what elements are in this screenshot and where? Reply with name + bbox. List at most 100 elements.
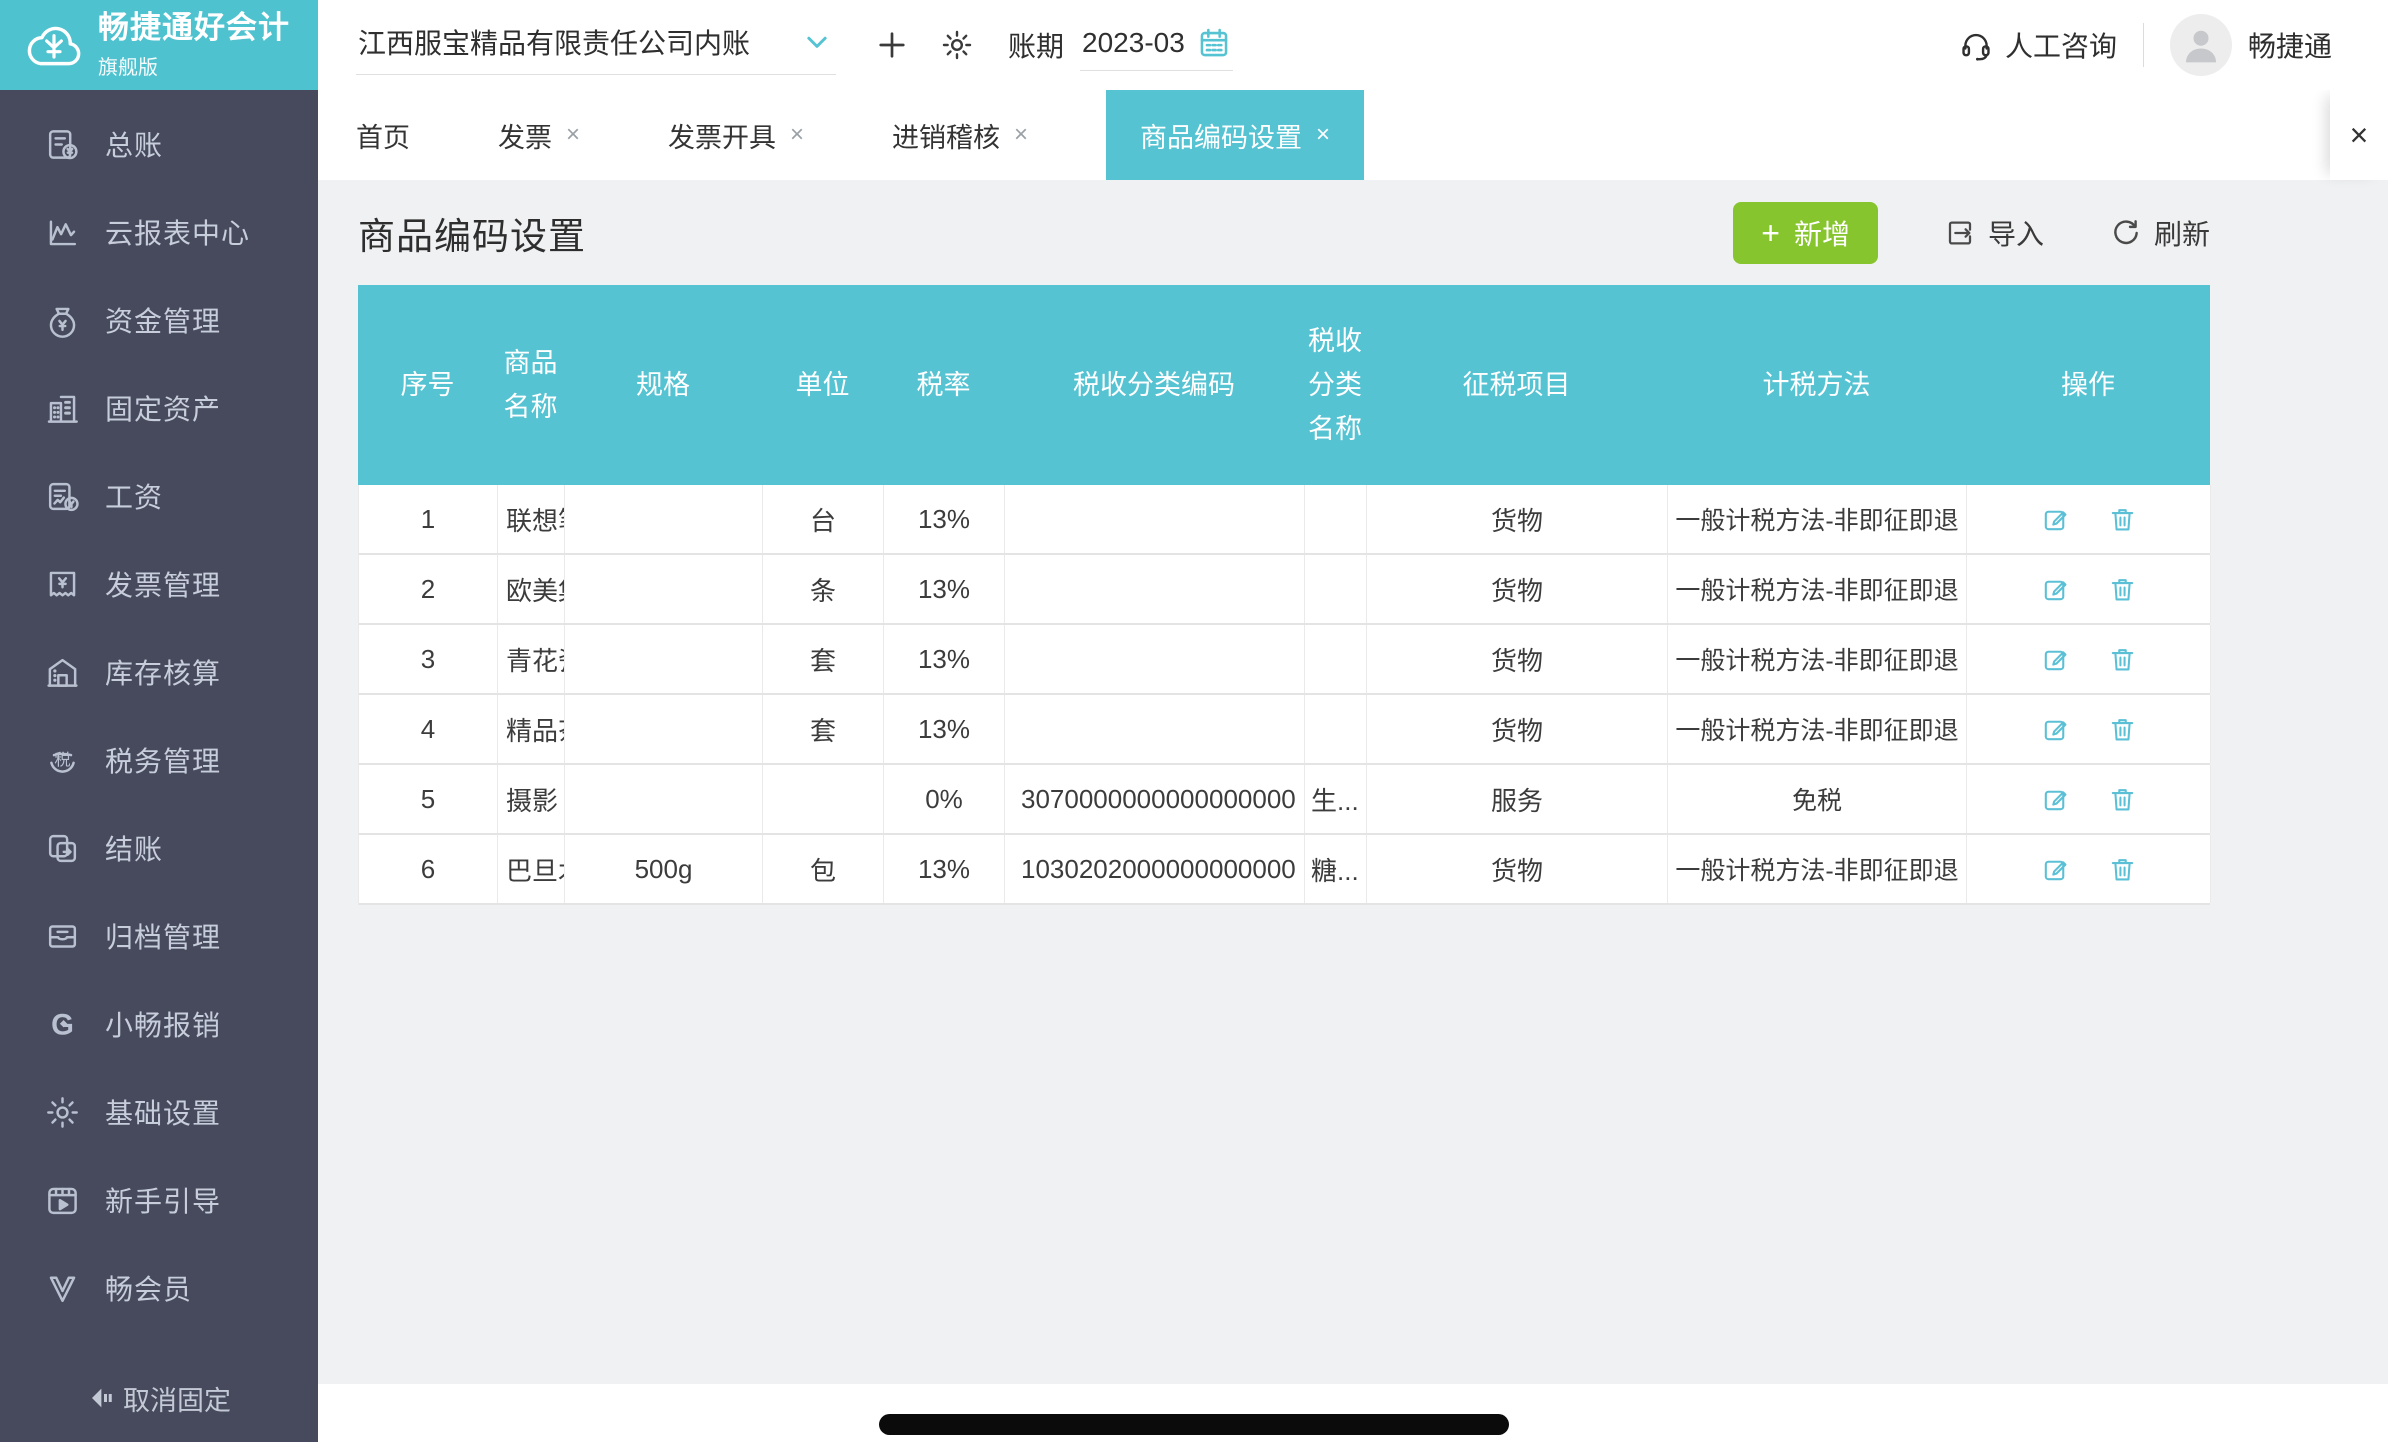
edit-icon[interactable] (2040, 574, 2071, 605)
cell-code (1005, 695, 1305, 763)
close-icon: × (2349, 116, 2369, 153)
cell-operations (1967, 765, 2211, 833)
sidebar-item-tax-management[interactable]: 税 税务管理 (0, 716, 318, 804)
archive-icon (44, 918, 81, 955)
company-selector[interactable]: 江西服宝精品有限责任公司内账 (356, 16, 837, 75)
edit-icon[interactable] (2040, 644, 2071, 675)
user-name[interactable]: 畅捷通 (2247, 31, 2332, 62)
add-account-set-button[interactable] (874, 27, 910, 63)
settings-gear-icon[interactable] (940, 28, 974, 62)
sidebar-item-archive-management[interactable]: 归档管理 (0, 892, 318, 980)
tab-label: 发票开具 (668, 122, 777, 153)
calendar-icon (1197, 26, 1231, 60)
period-picker[interactable]: 2023-03 (1080, 20, 1233, 71)
cell-method: 一般计税方法-非即征即退 (1668, 695, 1967, 763)
unpin-sidebar-button[interactable]: 取消固定 (0, 1368, 318, 1428)
tab-product-code-settings[interactable]: 商品编码设置 × (1106, 90, 1365, 180)
sidebar-item-label: 小畅报销 (105, 1010, 222, 1041)
cell-category (1305, 485, 1367, 553)
cell-method: 一般计税方法-非即征即退 (1668, 625, 1967, 693)
delete-icon[interactable] (2107, 784, 2138, 815)
close-all-tabs-button[interactable]: × (2330, 90, 2388, 180)
cell-unit: 包 (763, 835, 884, 903)
sidebar-item-invoice-management[interactable]: 发票管理 (0, 540, 318, 628)
import-button[interactable]: 导入 (1944, 213, 2044, 253)
topbar-right: 人工咨询 畅捷通 (1959, 14, 2388, 76)
close-tab-icon[interactable]: × (566, 121, 581, 148)
cell-operations (1967, 555, 2211, 623)
tab-label: 发票 (498, 122, 552, 153)
cell-category: 糖... (1305, 835, 1367, 903)
human-support-button[interactable]: 人工咨询 (1959, 25, 2117, 65)
column-header: 税收分类名称 (1308, 326, 1362, 444)
tab-label: 进销稽核 (892, 122, 1001, 153)
column-header: 税率 (916, 370, 971, 400)
edit-icon[interactable] (2040, 504, 2071, 535)
column-header: 单位 (795, 370, 850, 400)
delete-icon[interactable] (2107, 574, 2138, 605)
sidebar-item-payroll[interactable]: 工资 (0, 452, 318, 540)
tab-purchase-sale-audit[interactable]: 进销稽核 × (892, 90, 1028, 180)
cell-spec (565, 485, 763, 553)
tab-home[interactable]: 首页 (356, 90, 410, 180)
column-header: 操作 (2061, 370, 2115, 400)
cell-method: 一般计税方法-非即征即退 (1668, 835, 1967, 903)
sidebar-item-funds-management[interactable]: 资金管理 (0, 276, 318, 364)
cell-tax_item: 货物 (1367, 485, 1668, 553)
sidebar-item-beginner-guide[interactable]: 新手引导 (0, 1156, 318, 1244)
close-tab-icon[interactable]: × (1316, 121, 1331, 148)
cell-rate: 13% (884, 695, 1005, 763)
sidebar-item-xiaochang-reimburse[interactable]: G 小畅报销 (0, 980, 318, 1068)
delete-icon[interactable] (2107, 854, 2138, 885)
cell-name: 青花瓷 (498, 625, 565, 693)
sidebar-item-basic-settings[interactable]: 基础设置 (0, 1068, 318, 1156)
home-indicator[interactable] (879, 1414, 1509, 1435)
cell-category (1305, 625, 1367, 693)
sidebar-item-closing[interactable]: 结账 (0, 804, 318, 892)
add-button[interactable]: + 新增 (1733, 201, 1878, 264)
sidebar-item-general-ledger[interactable]: 总账 (0, 100, 318, 188)
tab-invoice-issue[interactable]: 发票开具 × (668, 90, 804, 180)
payroll-icon (44, 478, 81, 515)
sidebar-item-label: 工资 (105, 482, 164, 513)
close-tab-icon[interactable]: × (1014, 121, 1029, 148)
cell-name: 摄影 (498, 765, 565, 833)
add-button-label: 新增 (1793, 218, 1850, 250)
import-label: 导入 (1987, 218, 2044, 250)
cell-name: 巴旦木 (498, 835, 565, 903)
sidebar-item-label: 总账 (105, 130, 164, 161)
cell-rate: 13% (884, 625, 1005, 693)
sidebar-item-label: 发票管理 (105, 570, 222, 601)
cell-no: 1 (359, 485, 498, 553)
delete-icon[interactable] (2107, 644, 2138, 675)
refresh-button[interactable]: 刷新 (2110, 213, 2210, 253)
cell-rate: 13% (884, 555, 1005, 623)
sidebar-item-inventory-accounting[interactable]: 库存核算 (0, 628, 318, 716)
sidebar-item-cloud-report-center[interactable]: 云报表中心 (0, 188, 318, 276)
cell-tax_item: 货物 (1367, 835, 1668, 903)
column-header: 规格 (636, 370, 690, 400)
cell-operations (1967, 625, 2211, 693)
tab-invoice[interactable]: 发票 × (498, 90, 580, 180)
edit-icon[interactable] (2040, 854, 2071, 885)
cell-no: 2 (359, 555, 498, 623)
sidebar-item-label: 固定资产 (105, 394, 222, 425)
edit-icon[interactable] (2040, 784, 2071, 815)
chevron-down-icon (802, 27, 832, 57)
sidebar-item-chang-member[interactable]: 畅会员 (0, 1244, 318, 1332)
cell-category (1305, 555, 1367, 623)
delete-icon[interactable] (2107, 504, 2138, 535)
sidebar: 畅捷通好会计 旗舰版 总账 云报表中心 资金管理 固定资产 工资 发票管理 库存核算税 税务管… (0, 0, 318, 1442)
close-tab-icon[interactable]: × (790, 121, 805, 148)
cell-unit: 台 (763, 485, 884, 553)
delete-icon[interactable] (2107, 714, 2138, 745)
cell-tax_item: 服务 (1367, 765, 1668, 833)
sidebar-item-label: 结账 (105, 834, 164, 865)
edit-icon[interactable] (2040, 714, 2071, 745)
table-header: 序号 商品名称 规格 单位 税率 税收分类编码 税收分类名称 征税项目 计税方法 操作 (358, 285, 2210, 485)
avatar[interactable] (2169, 14, 2232, 76)
refresh-label: 刷新 (2153, 218, 2210, 250)
cloud-yuan-icon (22, 17, 86, 73)
sidebar-item-fixed-assets[interactable]: 固定资产 (0, 364, 318, 452)
